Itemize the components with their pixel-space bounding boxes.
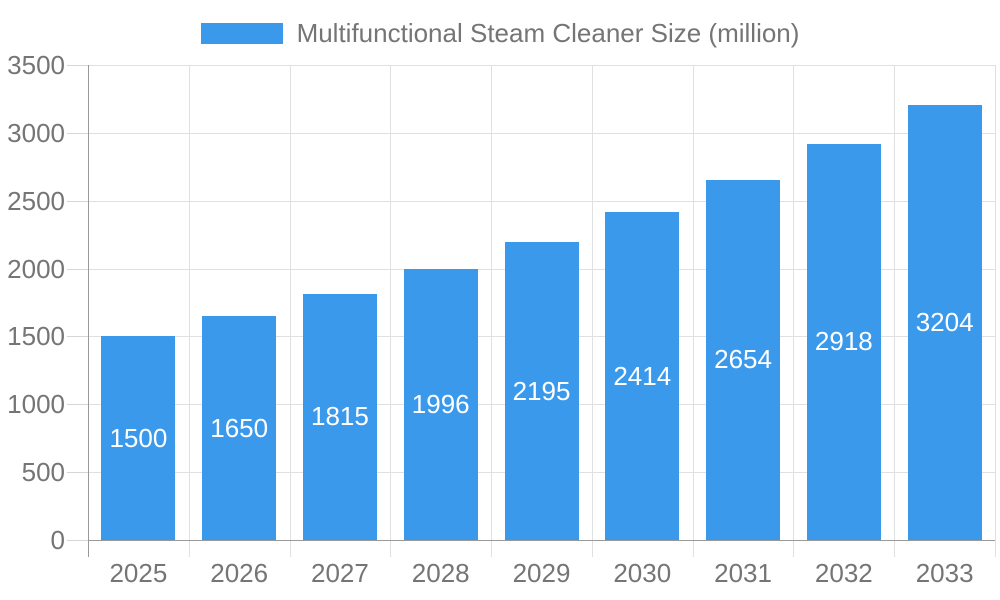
grid-line-vertical xyxy=(591,65,593,557)
grid-line-horizontal xyxy=(88,132,995,134)
grid-line-vertical xyxy=(390,65,392,557)
grid-line-vertical xyxy=(692,65,694,557)
grid-line-vertical xyxy=(894,65,896,557)
x-axis-tick-label: 2025 xyxy=(109,558,168,588)
x-axis-tick-label: 2026 xyxy=(210,558,269,588)
bar[interactable]: 2654 xyxy=(706,179,781,540)
grid-line-vertical xyxy=(491,65,493,557)
legend-swatch xyxy=(200,22,283,44)
y-axis-tick xyxy=(67,472,88,474)
x-axis-line xyxy=(88,540,995,541)
bar[interactable]: 2414 xyxy=(605,212,680,540)
grid-line-vertical xyxy=(995,65,996,557)
x-axis-tick-label: 2032 xyxy=(814,558,873,588)
grid-line-horizontal xyxy=(88,65,995,66)
grid-line-vertical xyxy=(793,65,795,557)
bar-value-label: 2654 xyxy=(714,344,772,375)
bar[interactable]: 1996 xyxy=(403,269,478,540)
grid-line-vertical xyxy=(289,65,291,557)
bar-value-label: 2918 xyxy=(814,326,873,357)
y-axis-tick-label: 0 xyxy=(50,525,65,555)
plot-area: 0 500 1000 1500 2000 2500 3000 3500 1500 2025 1650… xyxy=(7,52,996,586)
y-axis-tick xyxy=(67,200,88,202)
bar-value-label: 2414 xyxy=(613,360,672,391)
y-axis-tick xyxy=(67,268,88,270)
y-axis-tick xyxy=(67,336,88,338)
grid-line-vertical xyxy=(188,65,190,557)
x-axis-tick-label: 2031 xyxy=(714,558,772,588)
y-axis-tick xyxy=(67,540,88,541)
legend-label: Multifunctional Steam Cleaner Size (mill… xyxy=(296,18,800,48)
bar[interactable]: 1500 xyxy=(101,336,176,540)
bar[interactable]: 2195 xyxy=(504,242,579,540)
bar-value-label: 1996 xyxy=(411,389,470,420)
y-axis-tick-label: 3500 xyxy=(7,50,65,80)
x-axis-tick-label: 2028 xyxy=(411,558,470,588)
x-axis-tick-label: 2027 xyxy=(311,558,369,588)
y-axis-line xyxy=(88,65,89,557)
chart-legend[interactable]: Multifunctional Steam Cleaner Size (mill… xyxy=(0,20,1000,46)
bar[interactable]: 1815 xyxy=(302,293,377,540)
y-axis-tick-label: 2500 xyxy=(7,185,65,216)
x-axis-tick-label: 2029 xyxy=(512,558,571,588)
x-axis-tick-label: 2033 xyxy=(915,558,974,588)
bar[interactable]: 1650 xyxy=(202,316,277,540)
y-axis-tick xyxy=(67,132,88,134)
bar-value-label: 1500 xyxy=(109,422,168,453)
x-axis-tick-label: 2030 xyxy=(613,558,672,588)
bar[interactable]: 2918 xyxy=(806,143,881,540)
bar-value-label: 1815 xyxy=(311,401,369,432)
y-axis-tick-label: 500 xyxy=(21,457,65,488)
bar[interactable]: 3204 xyxy=(907,105,982,540)
y-axis-tick-label: 2000 xyxy=(7,253,65,284)
y-axis-tick xyxy=(67,404,88,406)
y-axis-tick-label: 1500 xyxy=(7,321,65,352)
grid-line-horizontal xyxy=(88,200,995,202)
y-axis-tick-label: 1000 xyxy=(7,389,65,420)
y-axis-tick xyxy=(67,65,88,66)
bar-value-label: 1650 xyxy=(210,412,269,443)
bar-value-label: 3204 xyxy=(915,307,974,338)
y-axis-tick-label: 3000 xyxy=(7,117,65,148)
bar-value-label: 2195 xyxy=(512,375,571,406)
